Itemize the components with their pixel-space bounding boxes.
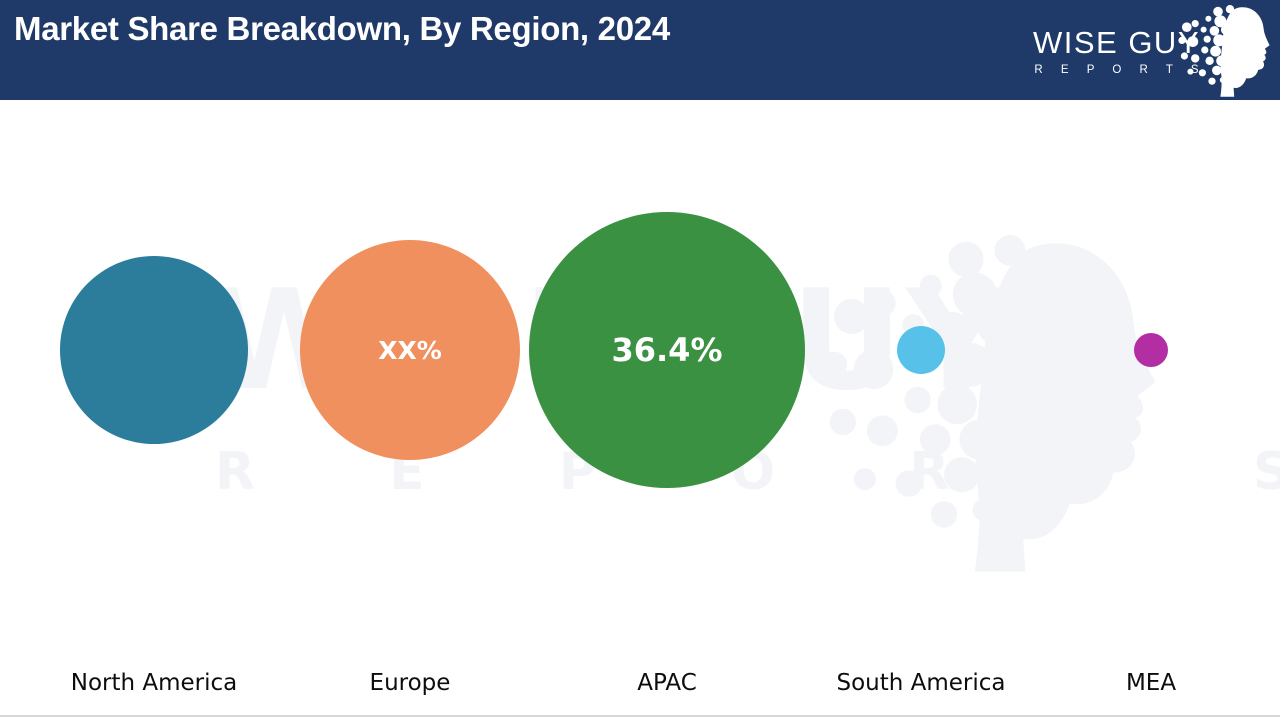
bubble-mea	[1134, 333, 1168, 367]
category-label-mea: MEA	[1125, 670, 1177, 696]
bubble-value-label: 36.4%	[611, 331, 723, 369]
bubble-south-america	[897, 326, 945, 374]
bubble-north-america	[60, 256, 248, 444]
logo-text: WISE GUY R E P O R T S	[1033, 25, 1200, 76]
logo-subtitle: R E P O R T S	[1034, 63, 1206, 76]
bubble-value-label: XX%	[378, 335, 442, 365]
bubble-apac: 36.4%	[529, 212, 805, 488]
page-title: Market Share Breakdown, By Region, 2024	[14, 10, 670, 47]
logo-head-icon	[1178, 5, 1270, 97]
logo-name: WISE GUY	[1032, 24, 1200, 60]
category-label-north-america: North America	[70, 670, 238, 696]
category-label-europe: Europe	[369, 670, 451, 696]
wise-guy-logo: WISE GUY R E P O R T S	[1033, 0, 1274, 100]
header-bar: Market Share Breakdown, By Region, 2024 …	[0, 0, 1280, 100]
category-label-apac: APAC	[637, 670, 697, 696]
category-label-south-america: South America	[836, 670, 1006, 696]
bottom-divider	[0, 715, 1280, 717]
bubble-europe: XX%	[300, 240, 520, 460]
